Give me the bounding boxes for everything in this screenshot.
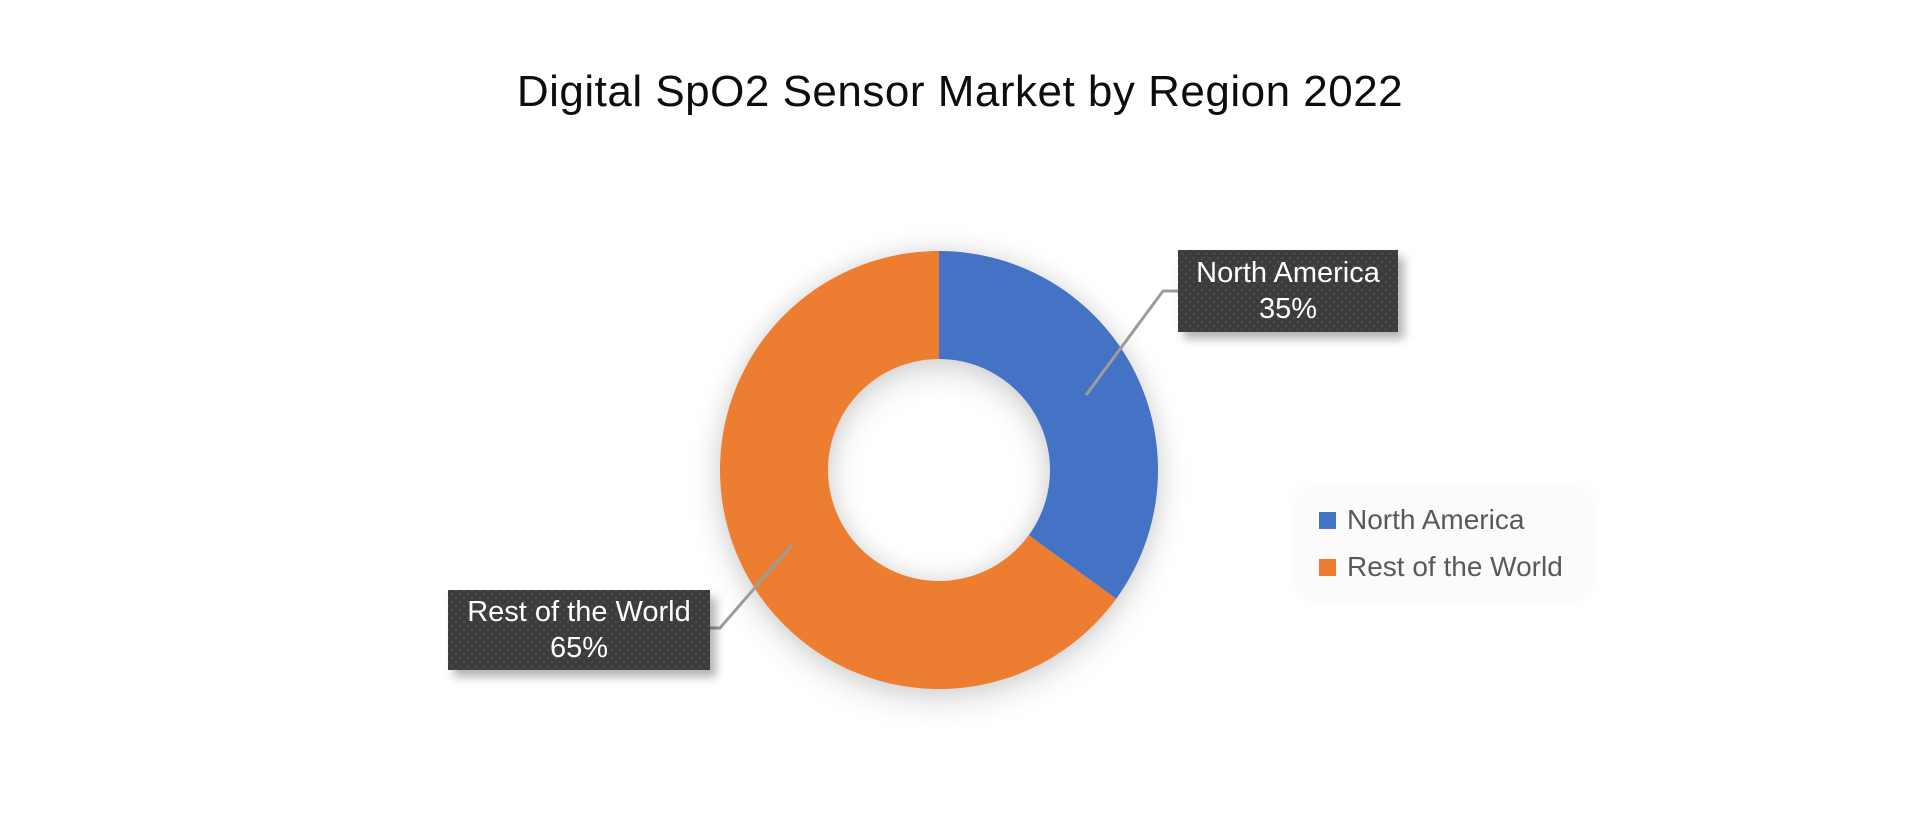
legend-swatch-rest-of-world bbox=[1319, 558, 1336, 576]
leader-line-north-america bbox=[1084, 289, 1178, 396]
legend-item-north-america: North America bbox=[1319, 504, 1587, 536]
chart-title: Digital SpO2 Sensor Market by Region 202… bbox=[516, 67, 1404, 116]
donut-slice-north-america bbox=[939, 251, 1158, 599]
legend-label-rest-of-world: Rest of the World bbox=[1347, 551, 1563, 582]
callout-rest-of-world-label: Rest of the World bbox=[467, 596, 691, 628]
legend-label-north-america: North America bbox=[1347, 504, 1525, 535]
legend-swatch-north-america bbox=[1319, 511, 1336, 529]
legend: North America Rest of the World bbox=[1301, 492, 1587, 595]
legend-item-rest-of-world: Rest of the World bbox=[1319, 551, 1587, 583]
leader-line-rest-of-the-world bbox=[710, 543, 794, 630]
callout-north-america-label: North America bbox=[1196, 257, 1380, 289]
donut-slice-rest-of-the-world bbox=[720, 251, 1117, 689]
donut-slices bbox=[720, 251, 1158, 689]
leader-lines bbox=[710, 289, 1178, 630]
callout-north-america: North America 35% bbox=[1178, 250, 1398, 332]
callout-north-america-value: 35% bbox=[1258, 293, 1318, 325]
callout-rest-of-world: Rest of the World 65% bbox=[448, 590, 710, 670]
callout-rest-of-world-value: 65% bbox=[549, 632, 609, 664]
